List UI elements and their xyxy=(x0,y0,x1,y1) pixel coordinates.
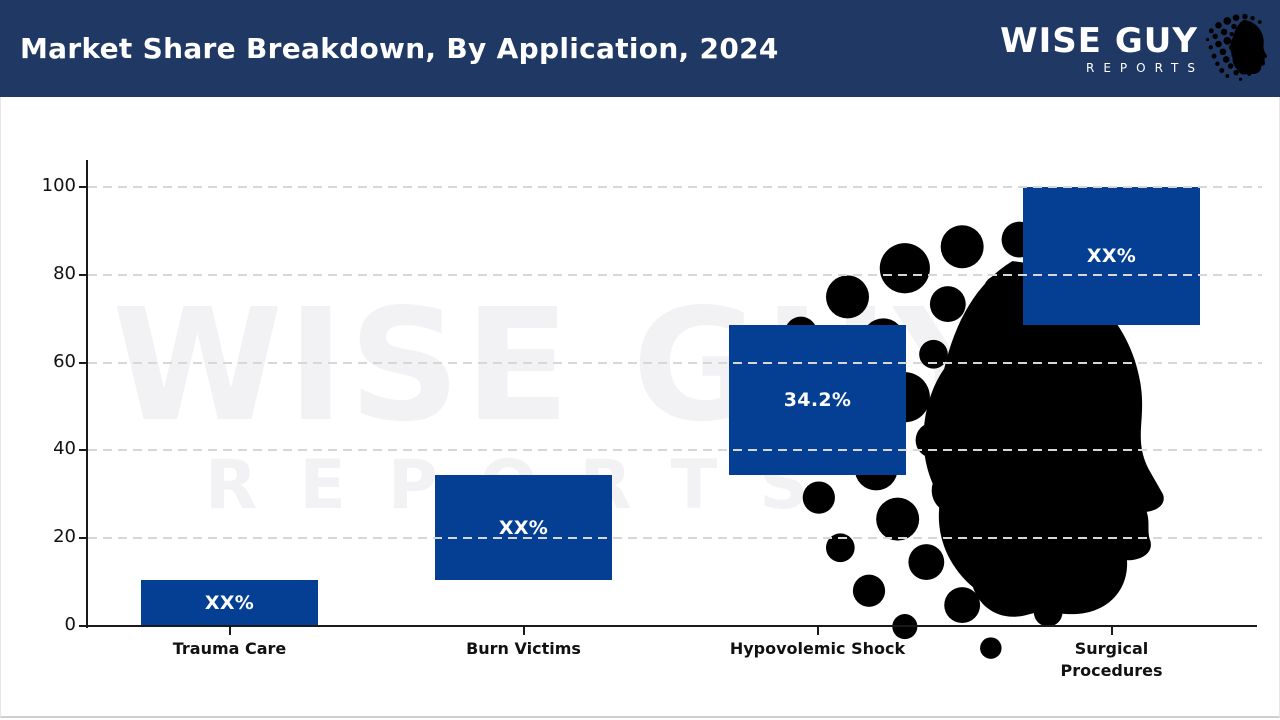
left-border-line xyxy=(0,97,1,717)
page-title: Market Share Breakdown, By Application, … xyxy=(20,32,779,65)
y-axis-tick-label: 0 xyxy=(64,614,76,635)
x-axis-tickmark xyxy=(816,627,819,635)
logo-subtitle: REPORTS xyxy=(1085,60,1204,75)
x-axis-tickmark xyxy=(228,627,231,635)
bar-value-label: XX% xyxy=(204,592,255,615)
category-label: Trauma Care xyxy=(172,639,287,658)
y-axis-tickmark xyxy=(79,449,88,452)
y-axis-tick-label: 60 xyxy=(53,350,76,372)
waterfall-chart: 0 20 40 60 80 100 XX% Trauma Care XX% Burn Victim… xyxy=(0,97,1280,720)
y-axis-tickmark xyxy=(79,537,88,540)
gridline xyxy=(88,361,1262,364)
category-label: Surgical Procedures xyxy=(1060,639,1163,680)
y-axis-tick-label: 80 xyxy=(53,262,76,284)
y-axis-tickmark xyxy=(79,625,88,627)
logo-text: WISE GUY REPORTS xyxy=(1000,24,1198,74)
gridline xyxy=(88,186,1262,188)
gridline xyxy=(88,273,1262,276)
y-axis-tickmark xyxy=(79,186,88,188)
bar-segment: 34.2% xyxy=(729,325,906,476)
category-label: Burn Victims xyxy=(466,639,581,658)
logo-face-icon xyxy=(1205,13,1268,81)
bar-value-label: 34.2% xyxy=(783,389,852,412)
bottom-border-line xyxy=(0,716,1280,718)
gridline xyxy=(88,537,1262,540)
x-axis-line xyxy=(86,625,1257,627)
category-label: Hypovolemic Shock xyxy=(729,639,906,658)
y-axis-tickmark xyxy=(79,273,88,276)
header-bar: Market Share Breakdown, By Application, … xyxy=(0,0,1280,97)
x-axis-tickmark xyxy=(1110,627,1113,635)
y-axis-line xyxy=(86,160,88,628)
logo-wordmark: WISE GUY xyxy=(1000,20,1198,61)
y-axis-tick-label: 40 xyxy=(53,438,76,460)
y-axis-tick-label: 20 xyxy=(53,526,76,548)
bar-value-label: XX% xyxy=(1086,245,1137,268)
x-axis-tickmark xyxy=(522,627,525,635)
bar-segment: XX% xyxy=(1023,187,1200,326)
bar-segment: XX% xyxy=(141,580,318,626)
bar-value-label: XX% xyxy=(498,516,549,539)
y-axis-tick-label: 100 xyxy=(41,175,76,196)
y-axis-tickmark xyxy=(79,361,88,364)
bar-segment: XX% xyxy=(435,475,612,581)
wise-guy-reports-logo: WISE GUY REPORTS xyxy=(1000,13,1280,85)
gridline xyxy=(88,449,1262,452)
